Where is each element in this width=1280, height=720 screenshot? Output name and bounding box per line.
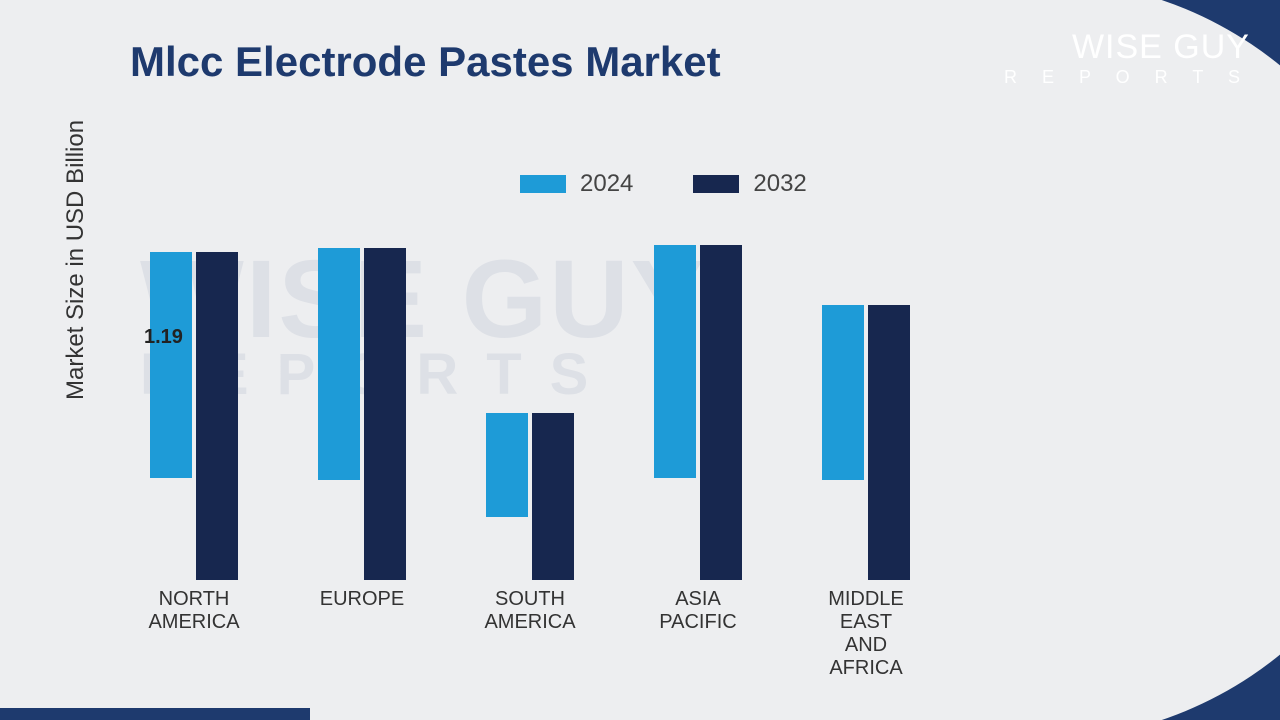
x-tick-label: EUROPE — [278, 588, 446, 611]
chart-title: Mlcc Electrode Pastes Market — [130, 38, 721, 86]
legend-swatch-2024 — [520, 175, 566, 193]
legend-item-2024: 2024 — [520, 170, 633, 198]
brand-line1: WISE GUY — [1004, 28, 1250, 67]
x-tick-label: MIDDLEEASTANDAFRICA — [782, 588, 950, 680]
bar — [532, 413, 574, 580]
x-tick-label: ASIAPACIFIC — [614, 588, 782, 634]
bar-group — [446, 413, 614, 580]
bar-group — [110, 252, 278, 580]
legend-swatch-2032 — [693, 175, 739, 193]
bar-group — [614, 245, 782, 580]
legend: 2024 2032 — [520, 170, 807, 198]
legend-item-2032: 2032 — [693, 170, 806, 198]
bar — [868, 305, 910, 580]
bar — [654, 245, 696, 478]
bottom-accent-bar — [0, 708, 310, 720]
x-tick-label: NORTHAMERICA — [110, 588, 278, 634]
bar — [318, 248, 360, 479]
x-tick-label: SOUTHAMERICA — [446, 588, 614, 634]
bar — [822, 305, 864, 479]
brand-line2: R E P O R T S — [1004, 67, 1250, 88]
plot-area: 1.19 — [110, 220, 950, 580]
bar — [364, 248, 406, 580]
legend-label-2024: 2024 — [580, 170, 633, 198]
brand-block: WISE GUY R E P O R T S — [1004, 28, 1250, 88]
data-label: 1.19 — [144, 326, 183, 349]
bar — [196, 252, 238, 580]
chart-canvas: WISE GUY R E P O R T S WISE GUY REPORTS … — [0, 0, 1280, 720]
legend-label-2032: 2032 — [753, 170, 806, 198]
bar — [700, 245, 742, 580]
bar-group — [278, 248, 446, 580]
y-axis-label: Market Size in USD Billion — [62, 120, 90, 400]
bar — [486, 413, 528, 517]
bar — [150, 252, 192, 477]
bar-group — [782, 305, 950, 580]
